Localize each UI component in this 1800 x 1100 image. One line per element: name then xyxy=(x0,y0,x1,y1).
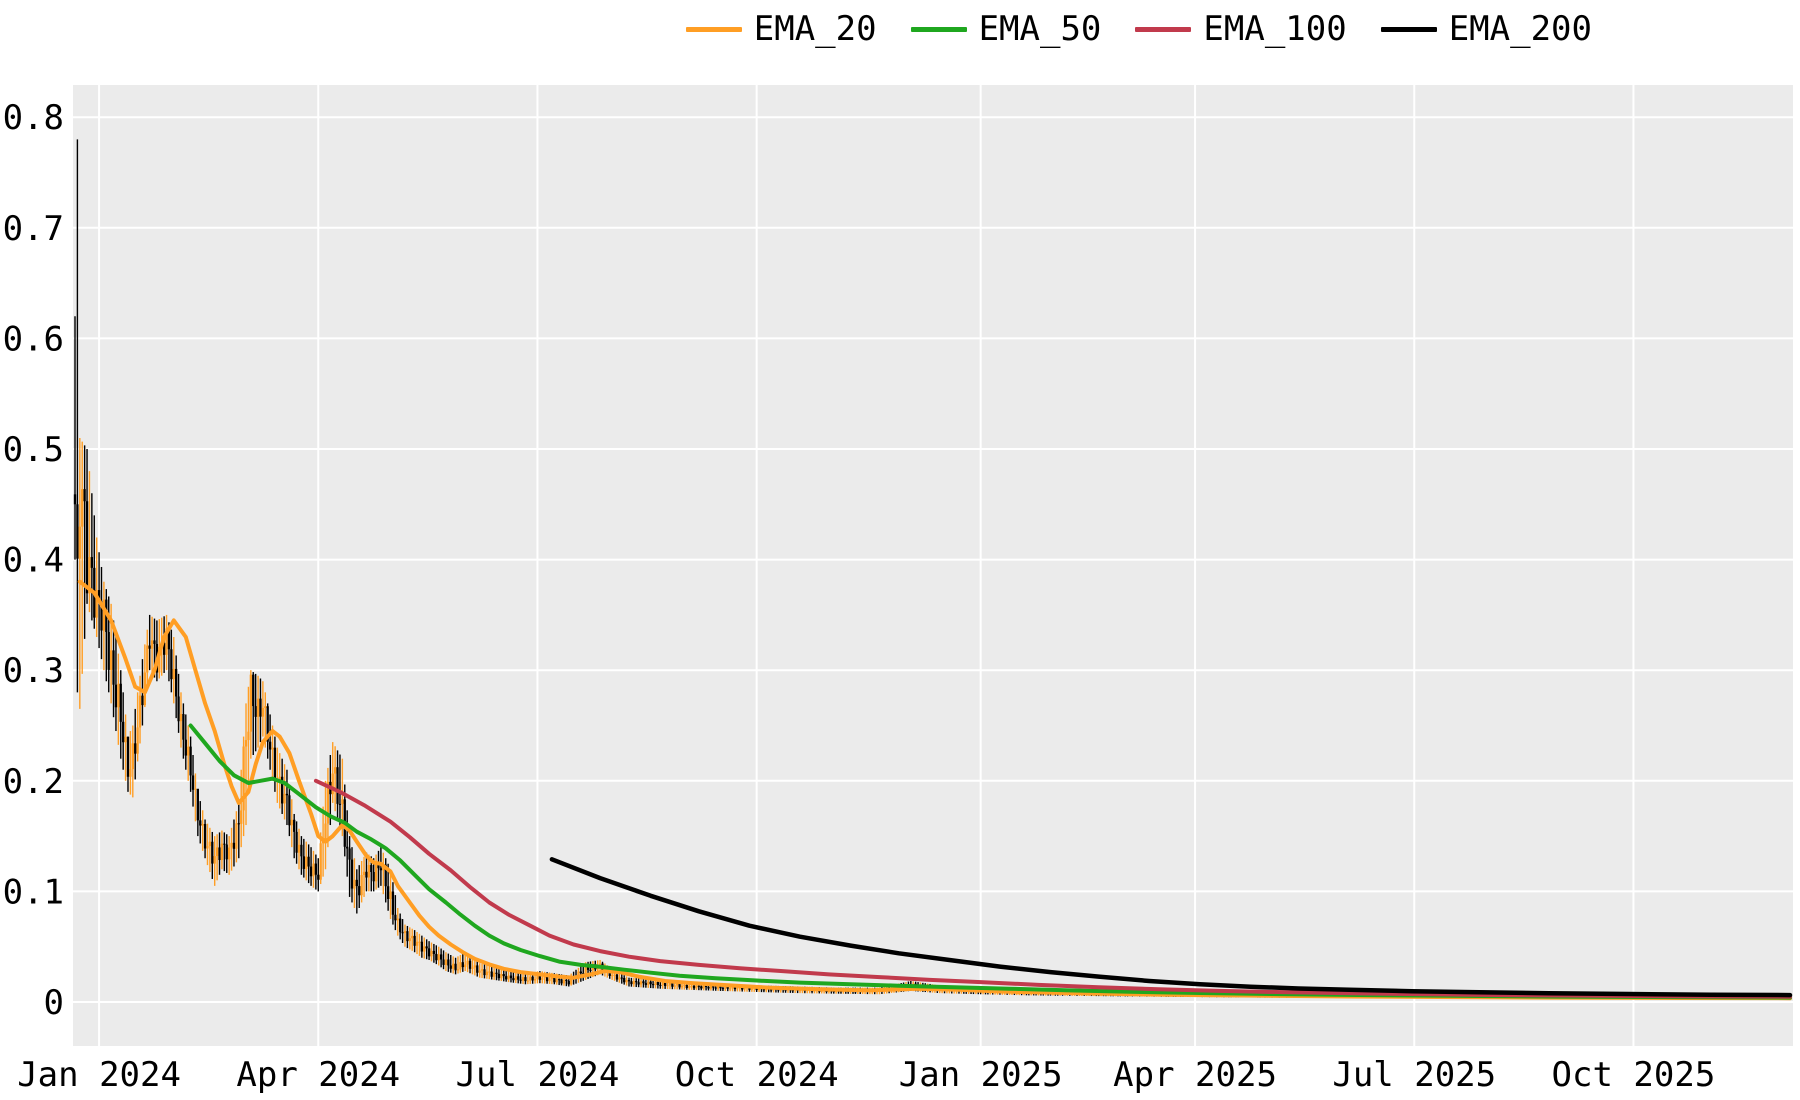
x-tick-label: Apr 2024 xyxy=(236,1055,400,1095)
y-tick-label: 0.4 xyxy=(3,541,64,581)
x-tick-label: Oct 2025 xyxy=(1552,1055,1716,1095)
legend-label: EMA_50 xyxy=(978,9,1102,49)
plot-background xyxy=(73,85,1793,1046)
ema-100-swatch-icon xyxy=(1135,26,1192,32)
y-tick-label: 0 xyxy=(44,983,64,1023)
y-tick-label: 0.7 xyxy=(3,209,64,249)
legend-item-ema-100: EMA_100 xyxy=(1135,9,1347,49)
x-tick-label: Jan 2025 xyxy=(899,1055,1063,1095)
legend-label: EMA_20 xyxy=(753,9,877,49)
x-tick-label: Jan 2024 xyxy=(17,1055,181,1095)
ema-50-swatch-icon xyxy=(910,26,967,32)
ema-100-line xyxy=(313,778,1792,999)
ema-200-line xyxy=(549,857,1793,998)
y-axis-tick-labels: 0 0.1 0.2 0.3 0.4 0.5 0.6 0.7 0.8 xyxy=(3,98,64,1023)
x-tick-label: Apr 2025 xyxy=(1113,1055,1277,1095)
y-tick-label: 0.3 xyxy=(3,651,64,691)
x-tick-label: Jul 2024 xyxy=(456,1055,620,1095)
legend-item-ema-200: EMA_200 xyxy=(1380,9,1592,49)
x-tick-label: Jul 2025 xyxy=(1332,1055,1496,1095)
y-tick-label: 0.1 xyxy=(3,872,64,912)
ema-20-swatch-icon xyxy=(685,26,742,32)
y-tick-label: 0.5 xyxy=(3,430,64,470)
x-axis-tick-labels: Jan 2024 Apr 2024 Jul 2024 Oct 2024 Jan 2025… xyxy=(17,1055,1715,1095)
x-tick-label: Oct 2024 xyxy=(675,1055,839,1095)
y-tick-label: 0.2 xyxy=(3,762,64,802)
gridlines xyxy=(73,85,1793,1046)
legend-item-ema-20: EMA_20 xyxy=(685,9,877,49)
legend-label: EMA_100 xyxy=(1203,9,1347,49)
ema-20-line xyxy=(77,579,1792,1001)
legend-label: EMA_200 xyxy=(1448,9,1592,49)
chart-legend: EMA_20 EMA_50 EMA_100 EMA_200 xyxy=(685,9,1592,49)
y-tick-label: 0.8 xyxy=(3,98,64,138)
ema-200-swatch-icon xyxy=(1380,26,1437,32)
y-tick-label: 0.6 xyxy=(3,319,64,359)
ema-50-line xyxy=(188,723,1792,1000)
legend-item-ema-50: EMA_50 xyxy=(910,9,1102,49)
